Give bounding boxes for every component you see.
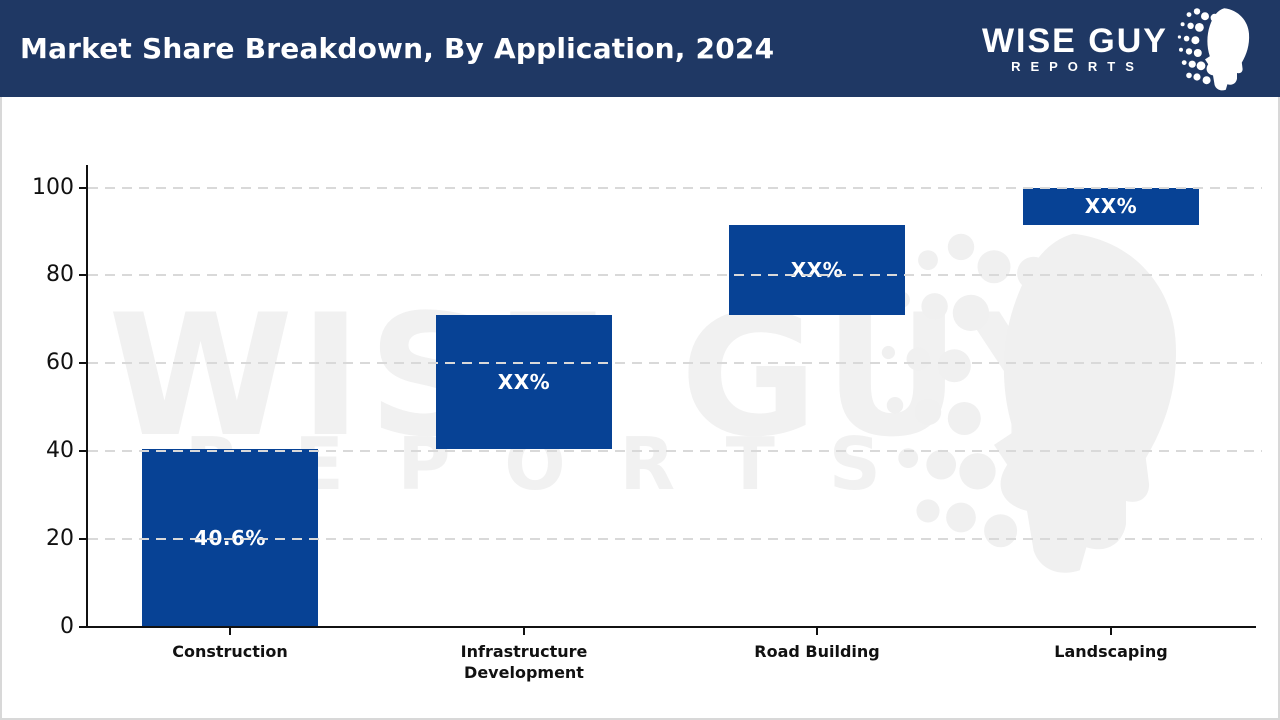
bar-value-label-construction: 40.6% xyxy=(194,525,266,550)
x-tick-mark xyxy=(523,628,525,635)
y-tick-label: 0 xyxy=(60,614,74,639)
x-tick-mark xyxy=(816,628,818,635)
wiseguy-face-icon xyxy=(1177,7,1250,90)
bar-construction: 40.6% xyxy=(142,448,318,627)
y-tick-label: 40 xyxy=(46,438,74,464)
y-tick-mark xyxy=(79,538,86,541)
x-tick-mark xyxy=(1110,628,1112,635)
bar-road-building: XX% xyxy=(729,225,905,315)
gridline-y-60 xyxy=(88,362,1262,365)
x-axis-line xyxy=(86,626,1256,628)
logo-wiseguy-label: WISE GUY xyxy=(981,21,1168,60)
bar-value-label-landscaping: XX% xyxy=(1084,194,1138,219)
y-tick-label: 100 xyxy=(32,174,74,200)
bar-value-label-infrastructure-development: XX% xyxy=(497,369,551,394)
gridline-y-80 xyxy=(88,274,1262,277)
x-tick-mark xyxy=(229,628,231,635)
bar-value-label-road-building: XX% xyxy=(790,258,844,283)
x-category-label-road-building: Road Building xyxy=(754,642,880,661)
x-category-label-construction: Construction xyxy=(172,642,288,661)
y-tick-label: 60 xyxy=(46,350,74,376)
y-tick-label: 80 xyxy=(46,262,74,288)
y-tick-mark xyxy=(79,450,86,453)
wiseguy-logo: WISE GUY REPORTS xyxy=(982,5,1254,93)
gridline-y-40 xyxy=(88,450,1262,453)
y-tick-mark xyxy=(79,626,86,628)
y-tick-label: 20 xyxy=(46,526,74,552)
x-category-label-infrastructure-development: Infrastructure Development xyxy=(460,642,588,682)
y-tick-mark xyxy=(79,362,86,365)
gridline-y-100 xyxy=(88,186,1262,189)
wiseguy-logo-text: WISE GUY REPORTS xyxy=(982,23,1168,75)
y-tick-mark xyxy=(79,186,86,189)
page-title: Market Share Breakdown, By Application, … xyxy=(20,32,775,65)
x-category-label-landscaping: Landscaping xyxy=(1054,642,1168,661)
y-axis-line xyxy=(86,165,88,628)
bar-landscaping: XX% xyxy=(1023,187,1199,226)
header-bar: Market Share Breakdown, By Application, … xyxy=(0,0,1280,97)
gridline-y-20 xyxy=(88,538,1262,541)
logo-reports-label: REPORTS xyxy=(1011,58,1144,74)
bar-infrastructure-development: XX% xyxy=(436,315,612,449)
y-tick-mark xyxy=(79,274,86,277)
